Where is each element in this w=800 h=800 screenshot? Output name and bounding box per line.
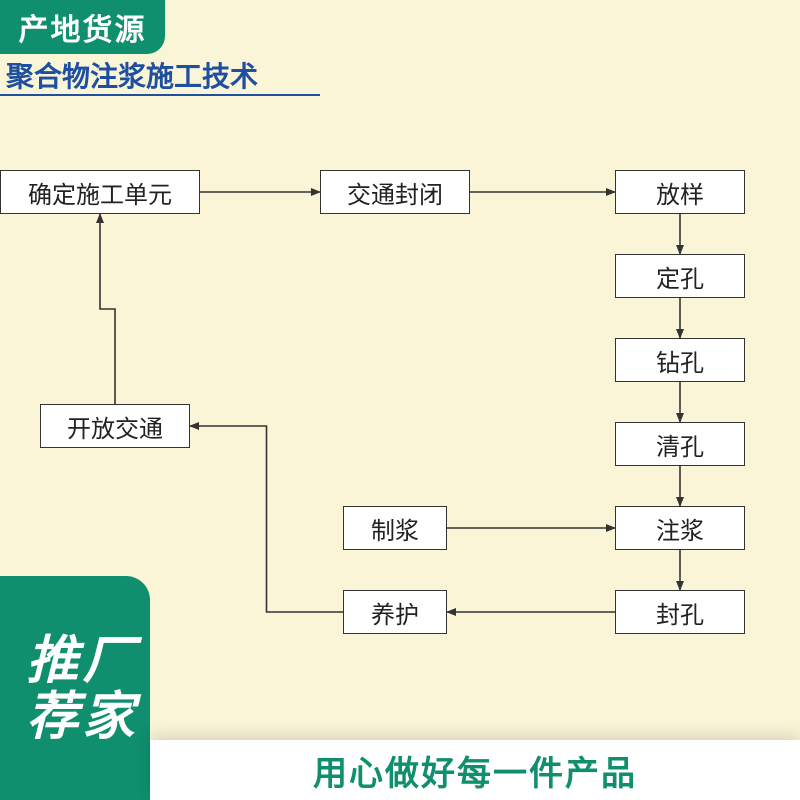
- flow-node-qk: 清孔: [615, 422, 745, 466]
- flow-node-open: 开放交通: [40, 404, 190, 448]
- flow-node-fk: 封孔: [615, 590, 745, 634]
- flow-node-label: 制浆: [371, 511, 419, 546]
- flow-node-label: 确定施工单元: [28, 175, 172, 210]
- flow-edge: [190, 426, 343, 612]
- flow-node-label: 开放交通: [67, 409, 163, 444]
- flow-node-fy: 放样: [615, 170, 745, 214]
- diagram-title: 聚合物注浆施工技术: [0, 56, 320, 96]
- diagram-title-text: 聚合物注浆施工技术: [6, 55, 258, 95]
- flow-edge: [100, 214, 115, 404]
- flow-node-pulp: 制浆: [343, 506, 447, 550]
- footer-slogan: 用心做好每一件产品: [150, 740, 800, 800]
- flow-node-close: 交通封闭: [320, 170, 470, 214]
- flow-node-yh: 养护: [343, 590, 447, 634]
- flow-node-zj: 注浆: [615, 506, 745, 550]
- badge-origin-source: 产地货源: [0, 0, 165, 54]
- badge-recommended-factory: 推荐 厂家: [0, 576, 150, 800]
- badge-recommended-line1: 推荐: [21, 632, 73, 744]
- footer-slogan-text: 用心做好每一件产品: [313, 746, 637, 795]
- flow-node-label: 定孔: [656, 259, 704, 294]
- badge-origin-source-text: 产地货源: [19, 5, 147, 49]
- flow-node-unit: 确定施工单元: [0, 170, 200, 214]
- flow-node-label: 封孔: [656, 595, 704, 630]
- flow-node-label: 放样: [656, 175, 704, 210]
- badge-recommended-line2: 厂家: [77, 632, 129, 744]
- flow-node-zk: 钻孔: [615, 338, 745, 382]
- flow-node-label: 清孔: [656, 427, 704, 462]
- diagram-canvas: 聚合物注浆施工技术 产地货源 推荐 厂家 用心做好每一件产品 确定施工单元 交通封…: [0, 0, 800, 800]
- flow-node-label: 养护: [371, 595, 419, 630]
- flow-node-label: 钻孔: [656, 343, 704, 378]
- flow-node-label: 交通封闭: [347, 175, 443, 210]
- flow-node-label: 注浆: [656, 511, 704, 546]
- flow-node-dk: 定孔: [615, 254, 745, 298]
